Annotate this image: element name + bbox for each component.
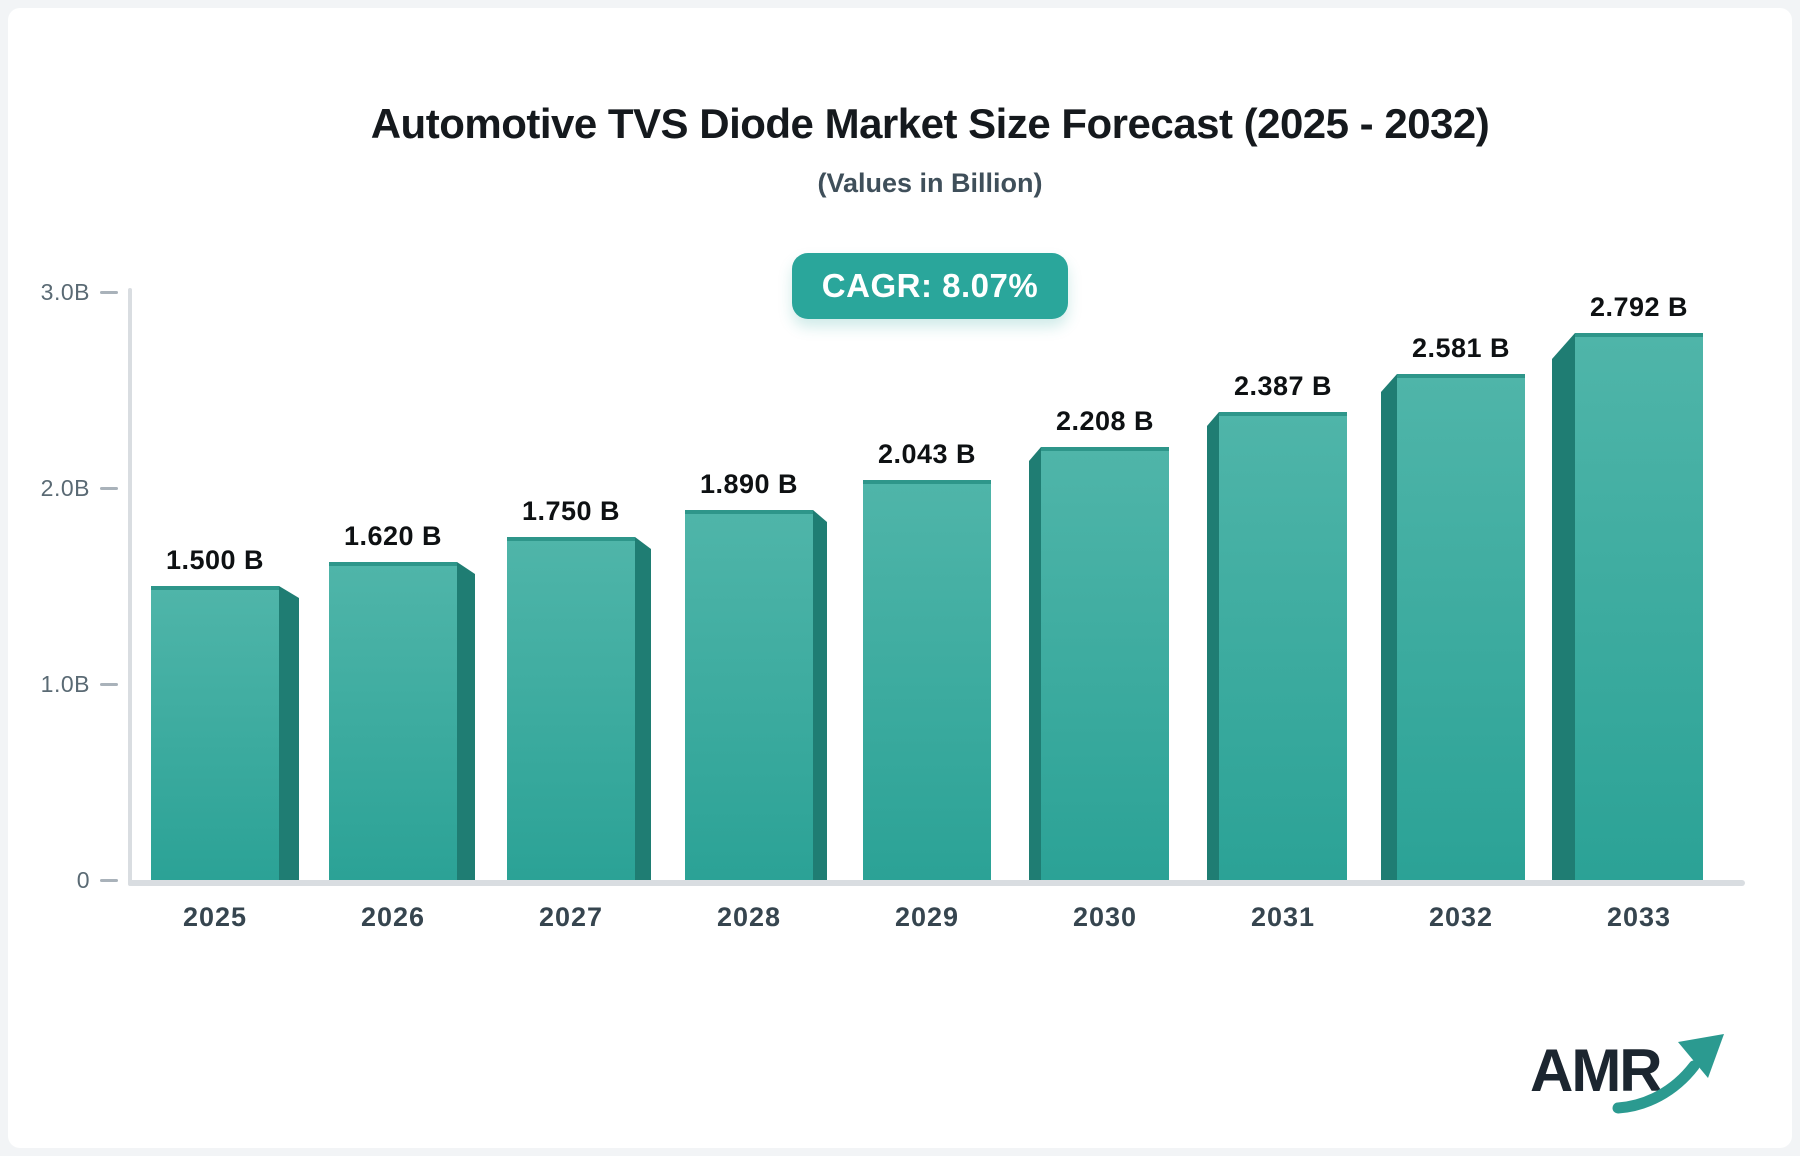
bar-side-facet — [635, 537, 651, 880]
bar-side-facet — [813, 510, 827, 880]
bar-side-facet — [1381, 374, 1397, 880]
amr-logo: AMR — [1530, 1028, 1750, 1118]
x-tick-label-2031: 2031 — [1250, 902, 1316, 932]
y-tick-label-3.0B: 3.0B — [40, 279, 90, 305]
x-tick-label-2028: 2028 — [716, 902, 782, 932]
amr-logo-text: AMR — [1530, 1037, 1663, 1104]
bar-group-2025 — [151, 586, 299, 880]
x-tick-label-2033: 2033 — [1606, 902, 1672, 932]
bar-side-facet — [1029, 447, 1041, 880]
y-tick-mark — [100, 879, 118, 882]
bar-group-2033 — [1552, 333, 1703, 880]
bar-value-label-2031: 2.387 B — [1233, 371, 1333, 401]
amr-logo-growth-arrow-icon — [1612, 1034, 1724, 1114]
x-tick-label-2030: 2030 — [1072, 902, 1138, 932]
chart-subtitle: (Values in Billion) — [817, 168, 1043, 198]
bar-2026 — [329, 562, 457, 880]
bar-group-2028 — [685, 510, 827, 880]
bar-value-label-2032: 2.581 B — [1411, 333, 1511, 363]
y-tick-label-1.0B: 1.0B — [40, 671, 90, 697]
x-tick-label-2025: 2025 — [182, 902, 248, 932]
x-tick-label-2027: 2027 — [538, 902, 604, 932]
x-tick-label-2029: 2029 — [894, 902, 960, 932]
bar-group-2032 — [1381, 374, 1525, 880]
bar-2028 — [685, 510, 813, 880]
bar-side-facet — [1207, 412, 1219, 880]
bar-value-label-2028: 1.890 B — [699, 469, 799, 499]
y-tick-label-2.0B: 2.0B — [40, 475, 90, 501]
bar-value-label-2025: 1.500 B — [165, 545, 265, 575]
y-tick-mark — [100, 683, 118, 686]
bar-value-label-2033: 2.792 B — [1589, 292, 1689, 322]
x-tick-label-2032: 2032 — [1428, 902, 1494, 932]
x-axis-line — [128, 880, 1745, 886]
bar-2033 — [1575, 333, 1703, 880]
bar-group-2026 — [329, 562, 475, 880]
y-axis-line — [128, 288, 132, 886]
bar-group-2029 — [863, 480, 991, 880]
bar-value-label-2030: 2.208 B — [1055, 406, 1155, 436]
bar-group-2027 — [507, 537, 651, 880]
y-tick-mark — [100, 487, 118, 490]
cagr-badge: CAGR: 8.07% — [792, 253, 1068, 319]
bar-group-2031 — [1207, 412, 1347, 880]
y-tick-label-0: 0 — [76, 867, 90, 893]
bar-value-label-2027: 1.750 B — [521, 496, 621, 526]
bar-group-2030 — [1029, 447, 1169, 880]
bar-value-label-2026: 1.620 B — [343, 521, 443, 551]
bar-2030 — [1041, 447, 1169, 880]
bar-2027 — [507, 537, 635, 880]
cagr-badge-label: CAGR: 8.07% — [821, 267, 1039, 304]
bar-2032 — [1397, 374, 1525, 880]
bar-side-facet — [457, 562, 475, 880]
bar-2031 — [1219, 412, 1347, 880]
bar-value-label-2029: 2.043 B — [877, 439, 977, 469]
bar-2029 — [863, 480, 991, 880]
x-tick-label-2026: 2026 — [360, 902, 426, 932]
bar-side-facet — [1552, 333, 1575, 880]
bar-side-facet — [279, 586, 299, 880]
y-tick-mark — [100, 291, 118, 294]
chart-title: Automotive TVS Diode Market Size Forecas… — [370, 100, 1490, 147]
bar-2025 — [151, 586, 279, 880]
